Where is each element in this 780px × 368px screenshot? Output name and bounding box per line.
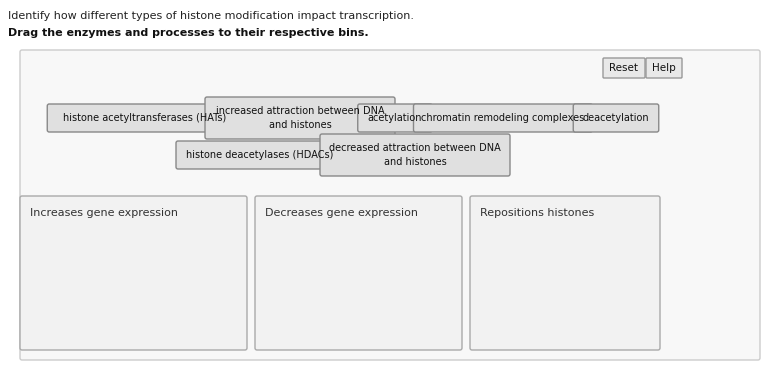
Text: decreased attraction between DNA
and histones: decreased attraction between DNA and his… — [329, 144, 501, 167]
Text: Reset: Reset — [609, 63, 639, 73]
Text: histone acetyltransferases (HATs): histone acetyltransferases (HATs) — [63, 113, 227, 123]
Text: Increases gene expression: Increases gene expression — [30, 208, 178, 218]
Text: Repositions histones: Repositions histones — [480, 208, 594, 218]
FancyBboxPatch shape — [20, 196, 247, 350]
Text: increased attraction between DNA
and histones: increased attraction between DNA and his… — [216, 106, 385, 130]
FancyBboxPatch shape — [646, 58, 682, 78]
Text: Drag the enzymes and processes to their respective bins.: Drag the enzymes and processes to their … — [8, 28, 369, 38]
Text: deacetylation: deacetylation — [583, 113, 649, 123]
FancyBboxPatch shape — [20, 50, 760, 360]
FancyBboxPatch shape — [413, 104, 593, 132]
Text: histone deacetylases (HDACs): histone deacetylases (HDACs) — [186, 150, 334, 160]
FancyBboxPatch shape — [255, 196, 462, 350]
FancyBboxPatch shape — [603, 58, 645, 78]
Text: chromatin remodeling complexes: chromatin remodeling complexes — [421, 113, 585, 123]
FancyBboxPatch shape — [320, 134, 510, 176]
Text: Decreases gene expression: Decreases gene expression — [265, 208, 418, 218]
FancyBboxPatch shape — [48, 104, 243, 132]
Text: Identify how different types of histone modification impact transcription.: Identify how different types of histone … — [8, 11, 414, 21]
Text: Help: Help — [652, 63, 676, 73]
Text: acetylation: acetylation — [367, 113, 422, 123]
FancyBboxPatch shape — [470, 196, 660, 350]
FancyBboxPatch shape — [176, 141, 344, 169]
FancyBboxPatch shape — [573, 104, 659, 132]
FancyBboxPatch shape — [205, 97, 395, 139]
FancyBboxPatch shape — [358, 104, 432, 132]
